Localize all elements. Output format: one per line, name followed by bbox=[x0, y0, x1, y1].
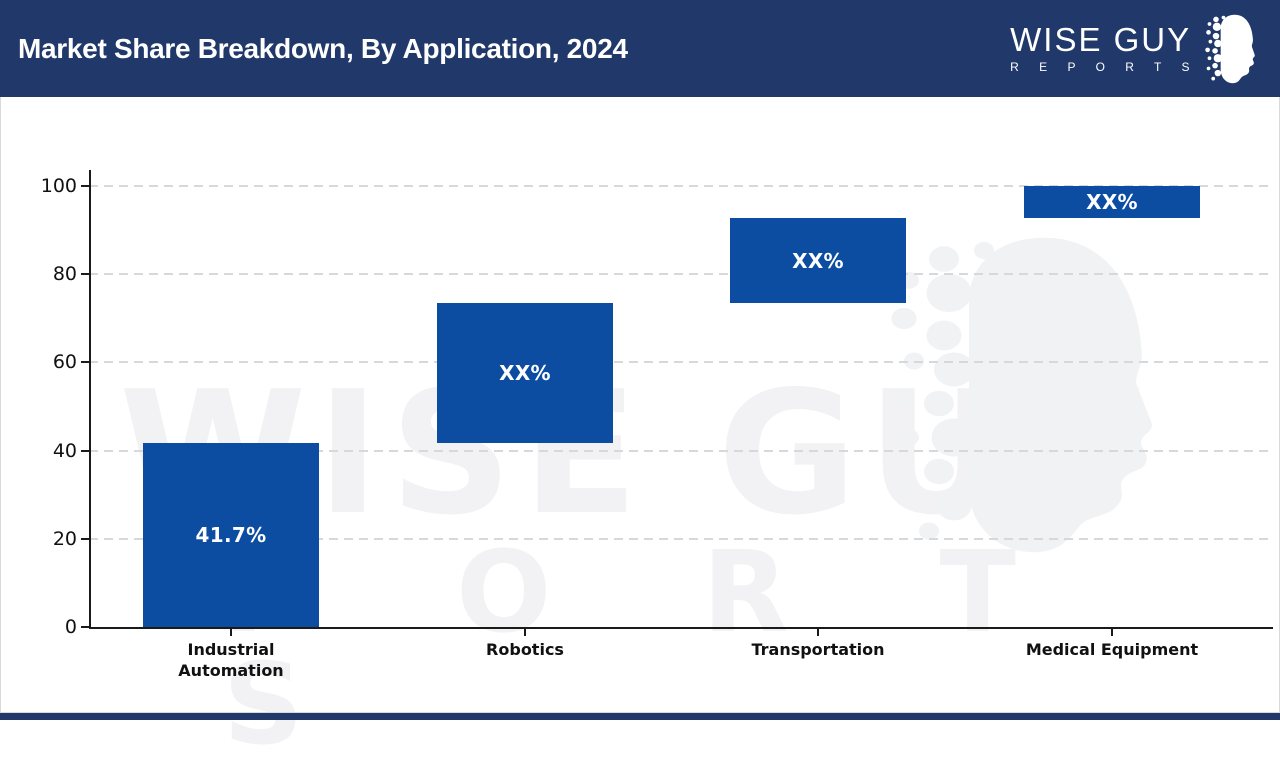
watermark-text-2: P O R T S bbox=[223, 528, 1072, 770]
page-title: Market Share Breakdown, By Application, … bbox=[18, 32, 628, 64]
bar-robotics: XX% bbox=[437, 302, 613, 444]
gridline-80 bbox=[89, 273, 1269, 276]
y-axis-label-40: 40 bbox=[52, 439, 77, 462]
category-label-0: Industrial Automation bbox=[178, 640, 284, 680]
y-axis-tick-0 bbox=[81, 626, 89, 628]
y-axis-tick-100 bbox=[81, 185, 89, 187]
brand-text: WISE GUY R E P O R T S bbox=[1010, 23, 1198, 74]
gridline-100 bbox=[89, 185, 1269, 187]
footer-divider bbox=[0, 712, 1280, 713]
bar-medical-equipment: XX% bbox=[1024, 186, 1200, 219]
gridline-40 bbox=[89, 449, 1269, 452]
bar-transportation: XX% bbox=[730, 218, 906, 303]
y-axis-label-100: 100 bbox=[40, 175, 77, 197]
x-axis-tick-2 bbox=[817, 629, 819, 636]
bar-value-label: XX% bbox=[792, 248, 844, 273]
category-label-3: Medical Equipment bbox=[1025, 640, 1199, 659]
x-axis-tick-3 bbox=[1111, 629, 1113, 636]
bar-value-label: XX% bbox=[1086, 190, 1138, 215]
gridline-60 bbox=[89, 361, 1269, 364]
bar-value-label: XX% bbox=[499, 360, 551, 385]
y-axis-spine bbox=[89, 170, 91, 629]
brand-name: WISE GUY bbox=[1010, 21, 1192, 58]
y-axis-tick-40 bbox=[81, 449, 89, 452]
y-axis-tick-80 bbox=[81, 273, 89, 276]
footer-bar bbox=[0, 713, 1280, 720]
bar-value-label: 41.7% bbox=[195, 523, 267, 548]
y-axis-label-60: 60 bbox=[52, 351, 77, 374]
x-axis-tick-1 bbox=[524, 629, 526, 636]
brand-face-icon bbox=[1205, 14, 1255, 83]
header-bar: Market Share Breakdown, By Application, … bbox=[0, 0, 1280, 97]
y-axis-label-80: 80 bbox=[52, 263, 77, 286]
y-axis-label-0: 0 bbox=[64, 616, 77, 638]
gridline-20 bbox=[89, 537, 1269, 540]
y-axis-label-20: 20 bbox=[52, 527, 77, 550]
y-axis-tick-20 bbox=[81, 537, 89, 540]
watermark-face-icon bbox=[886, 237, 1152, 553]
brand-subtitle: R E P O R T S bbox=[1010, 60, 1198, 74]
x-axis-tick-0 bbox=[230, 629, 232, 636]
brand-logo: WISE GUY R E P O R T S bbox=[1010, 12, 1258, 86]
y-axis-tick-60 bbox=[81, 361, 89, 364]
chart-area: WISE GUY P O R T S 0 20 40 60 80 100 41.7% XX% X… bbox=[0, 97, 1280, 761]
x-axis-spine bbox=[89, 627, 1273, 629]
category-label-1: Robotics bbox=[486, 640, 564, 659]
bar-industrial-automation: 41.7% bbox=[143, 443, 319, 627]
category-label-2: Transportation bbox=[751, 640, 885, 659]
